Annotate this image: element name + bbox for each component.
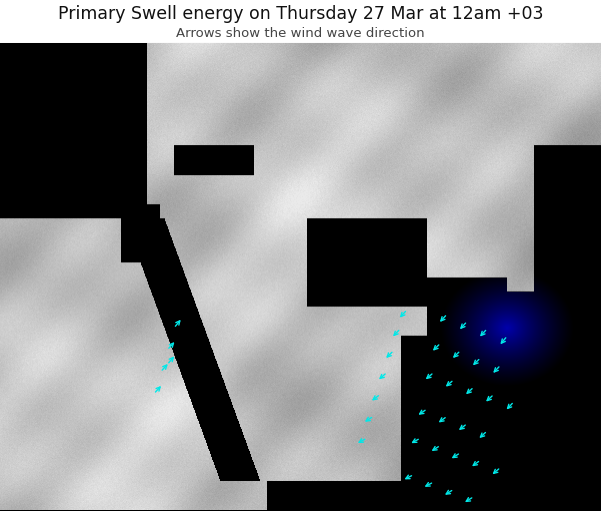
Text: Primary Swell energy on Thursday 27 Mar at 12am +03: Primary Swell energy on Thursday 27 Mar … <box>58 5 543 23</box>
Text: Arrows show the wind wave direction: Arrows show the wind wave direction <box>176 28 425 40</box>
